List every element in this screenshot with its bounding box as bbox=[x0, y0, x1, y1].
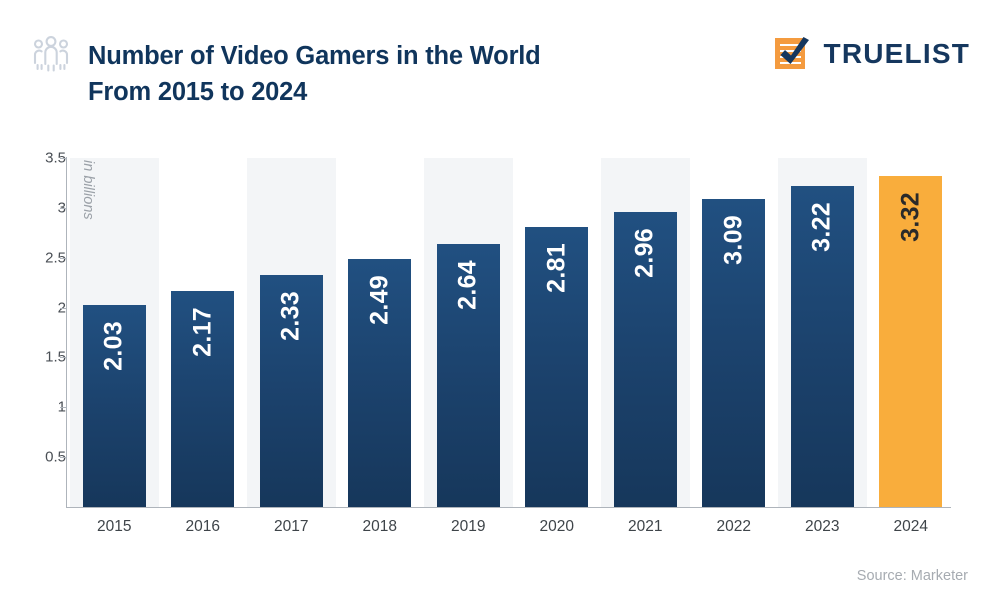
y-tick-mark bbox=[60, 457, 66, 459]
bar-value-label: 2.96 bbox=[630, 227, 659, 278]
bar-2021[interactable]: 2.96 bbox=[613, 211, 677, 507]
bar-2023[interactable]: 3.22 bbox=[790, 185, 854, 507]
bar-value-label: 2.33 bbox=[276, 290, 305, 341]
bar-value-label: 3.22 bbox=[807, 201, 836, 252]
x-axis-line bbox=[66, 507, 951, 508]
bar-2017[interactable]: 2.33 bbox=[259, 274, 323, 507]
brand-name: TRUELIST bbox=[823, 38, 970, 69]
y-tick-label: 0.5 bbox=[45, 448, 66, 466]
y-axis-line bbox=[66, 157, 67, 507]
source-note: Source: Marketer bbox=[856, 568, 968, 584]
bar-2019[interactable]: 2.64 bbox=[436, 243, 500, 507]
y-tick-mark bbox=[60, 407, 66, 409]
title-line-1: Number of Video Gamers in the World bbox=[88, 42, 541, 70]
chart-header: Number of Video Gamers in the World From… bbox=[0, 0, 1000, 120]
y-tick-mark bbox=[60, 307, 66, 309]
y-tick-mark bbox=[60, 207, 66, 209]
brand-logo: TRUELIST bbox=[771, 32, 970, 76]
bar-value-label: 2.03 bbox=[99, 320, 128, 371]
bar-2016[interactable]: 2.17 bbox=[171, 290, 235, 507]
x-tick-label-2018: 2018 bbox=[362, 518, 397, 535]
bar-chart: 0.5 1 1.5 2 2.5 3 3.5 in billions 2.03 2.17 2.33… bbox=[0, 140, 1000, 550]
x-tick-label-2019: 2019 bbox=[451, 518, 486, 535]
y-axis-unit-label: in billions bbox=[80, 160, 96, 220]
y-tick-label: 3.5 bbox=[45, 149, 66, 167]
bar-value-label: 2.64 bbox=[453, 259, 482, 310]
y-tick-mark bbox=[60, 357, 66, 359]
y-tick-mark bbox=[60, 257, 66, 259]
x-tick-label-2020: 2020 bbox=[539, 518, 574, 535]
bar-2015[interactable]: 2.03 bbox=[82, 304, 146, 507]
x-tick-label-2017: 2017 bbox=[274, 518, 309, 535]
x-tick-label-2016: 2016 bbox=[185, 518, 220, 535]
y-tick-label: 1.5 bbox=[45, 348, 66, 366]
page-title: Number of Video Gamers in the World From… bbox=[88, 38, 708, 110]
bar-2022[interactable]: 3.09 bbox=[702, 198, 766, 507]
bar-value-label: 2.81 bbox=[542, 242, 571, 293]
bar-2024[interactable]: 3.32 bbox=[879, 175, 943, 507]
bar-2020[interactable]: 2.81 bbox=[525, 226, 589, 507]
x-tick-label-2015: 2015 bbox=[97, 518, 132, 535]
x-tick-label-2024: 2024 bbox=[893, 518, 928, 535]
title-line-2: From 2015 to 2024 bbox=[88, 78, 308, 107]
x-tick-label-2021: 2021 bbox=[628, 518, 663, 535]
y-tick-label: 2.5 bbox=[45, 249, 66, 267]
people-group-icon bbox=[28, 32, 74, 78]
bar-value-label: 2.17 bbox=[188, 306, 217, 357]
bar-2018[interactable]: 2.49 bbox=[348, 258, 412, 507]
x-tick-label-2022: 2022 bbox=[716, 518, 751, 535]
bar-value-label: 3.32 bbox=[896, 191, 925, 242]
bar-value-label: 3.09 bbox=[719, 214, 748, 265]
checklist-check-icon bbox=[771, 34, 815, 74]
x-tick-label-2023: 2023 bbox=[805, 518, 840, 535]
bar-value-label: 2.49 bbox=[365, 274, 394, 325]
y-tick-mark bbox=[60, 158, 66, 159]
